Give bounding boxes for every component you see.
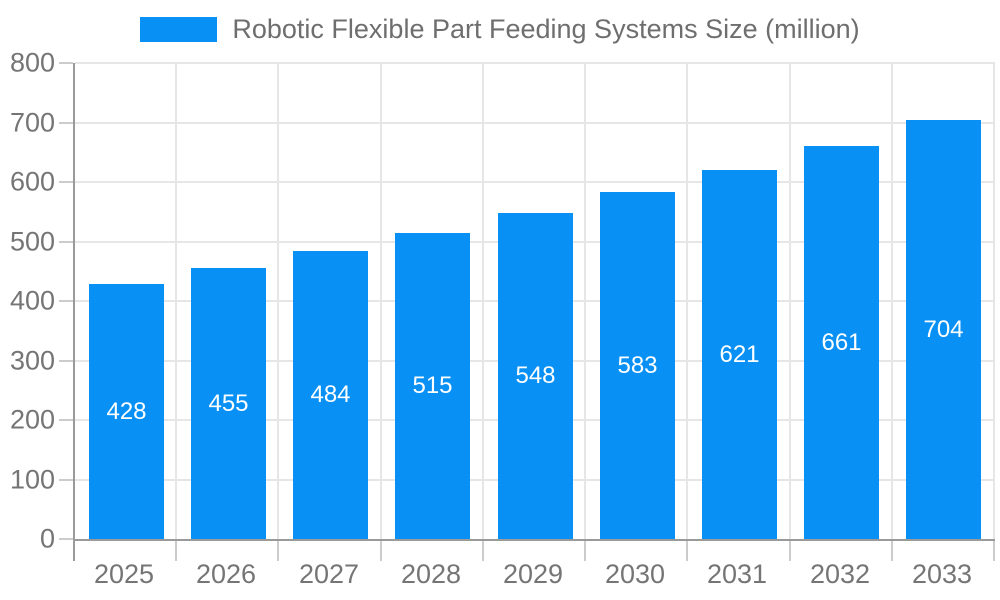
y-tick-label: 700 — [9, 107, 55, 137]
y-tick-label: 100 — [9, 464, 55, 494]
x-tick-label: 2029 — [502, 559, 564, 589]
gridline-vertical — [277, 63, 279, 539]
x-axis-tick — [891, 541, 893, 561]
y-axis-tick — [59, 538, 73, 540]
bar-2031 — [702, 170, 777, 539]
y-axis-extension-tick — [73, 541, 75, 561]
x-tick-label: 2028 — [400, 559, 462, 589]
y-tick-label: 200 — [9, 404, 55, 435]
gridline-vertical — [789, 63, 791, 539]
bar-2028 — [395, 233, 470, 539]
x-axis-tick — [993, 541, 995, 561]
bar-value-label: 548 — [515, 362, 556, 389]
plot-area: 428 455 484 515 548 583 621 661 704 — [73, 62, 995, 541]
bar-value-label: 455 — [208, 389, 249, 417]
x-axis-tick — [789, 541, 791, 561]
bar-2026 — [191, 268, 266, 539]
x-tick-label: 2032 — [809, 559, 871, 589]
gridline-vertical — [584, 63, 586, 539]
x-tick-label: 2027 — [298, 559, 360, 589]
bar-2032 — [804, 146, 879, 539]
y-tick-label: 400 — [9, 285, 55, 316]
x-axis-tick — [482, 541, 484, 561]
gridline-vertical — [380, 63, 382, 539]
bar-value-label: 661 — [821, 328, 862, 356]
legend: Robotic Flexible Part Feeding Systems Si… — [0, 14, 1000, 45]
gridline-horizontal — [75, 121, 995, 124]
x-axis-tick — [380, 541, 382, 561]
y-axis-tick — [59, 300, 73, 302]
y-axis-tick — [59, 419, 73, 421]
bar-value-label: 621 — [719, 340, 760, 368]
x-axis-tick — [175, 541, 177, 561]
bar-2025 — [89, 284, 164, 539]
bar-2029 — [498, 213, 573, 539]
gridline-vertical — [993, 63, 995, 539]
y-tick-label: 500 — [9, 226, 55, 256]
x-tick-label: 2030 — [604, 559, 666, 589]
bar-2027 — [293, 251, 368, 539]
gridline-vertical — [686, 63, 688, 539]
legend-swatch — [140, 17, 218, 42]
y-axis-tick — [59, 359, 73, 362]
y-tick-label: 300 — [9, 345, 55, 375]
bar-2030 — [600, 192, 675, 539]
legend-label: Robotic Flexible Part Feeding Systems Si… — [232, 14, 860, 44]
bar-value-label: 583 — [617, 351, 658, 379]
y-axis-tick — [59, 240, 73, 243]
gridline-vertical — [891, 63, 893, 539]
x-tick-label: 2033 — [911, 559, 973, 589]
legend-item[interactable]: Robotic Flexible Part Feeding Systems Si… — [140, 14, 860, 45]
y-axis-tick — [59, 478, 73, 481]
x-tick-label: 2031 — [706, 559, 768, 589]
y-axis-tick — [59, 62, 73, 64]
bar-value-label: 484 — [310, 381, 351, 408]
gridline-horizontal — [75, 62, 995, 64]
y-tick-label: 0 — [39, 523, 55, 554]
x-tick-label: 2026 — [195, 559, 257, 589]
y-tick-label: 600 — [9, 166, 55, 197]
bar-value-label: 428 — [106, 397, 147, 425]
bar-value-label: 515 — [412, 372, 453, 399]
bar-value-label: 704 — [923, 315, 964, 343]
x-axis-tick — [277, 541, 279, 561]
gridline-vertical — [482, 63, 484, 539]
gridline-horizontal — [75, 181, 995, 183]
bar-2033 — [906, 120, 981, 539]
x-axis-tick — [686, 541, 688, 561]
x-axis-tick — [584, 541, 586, 561]
x-tick-label: 2025 — [93, 559, 155, 589]
gridline-vertical — [175, 63, 177, 539]
y-axis-tick — [59, 121, 73, 124]
y-axis-tick — [59, 181, 73, 183]
y-tick-label: 800 — [9, 47, 55, 78]
